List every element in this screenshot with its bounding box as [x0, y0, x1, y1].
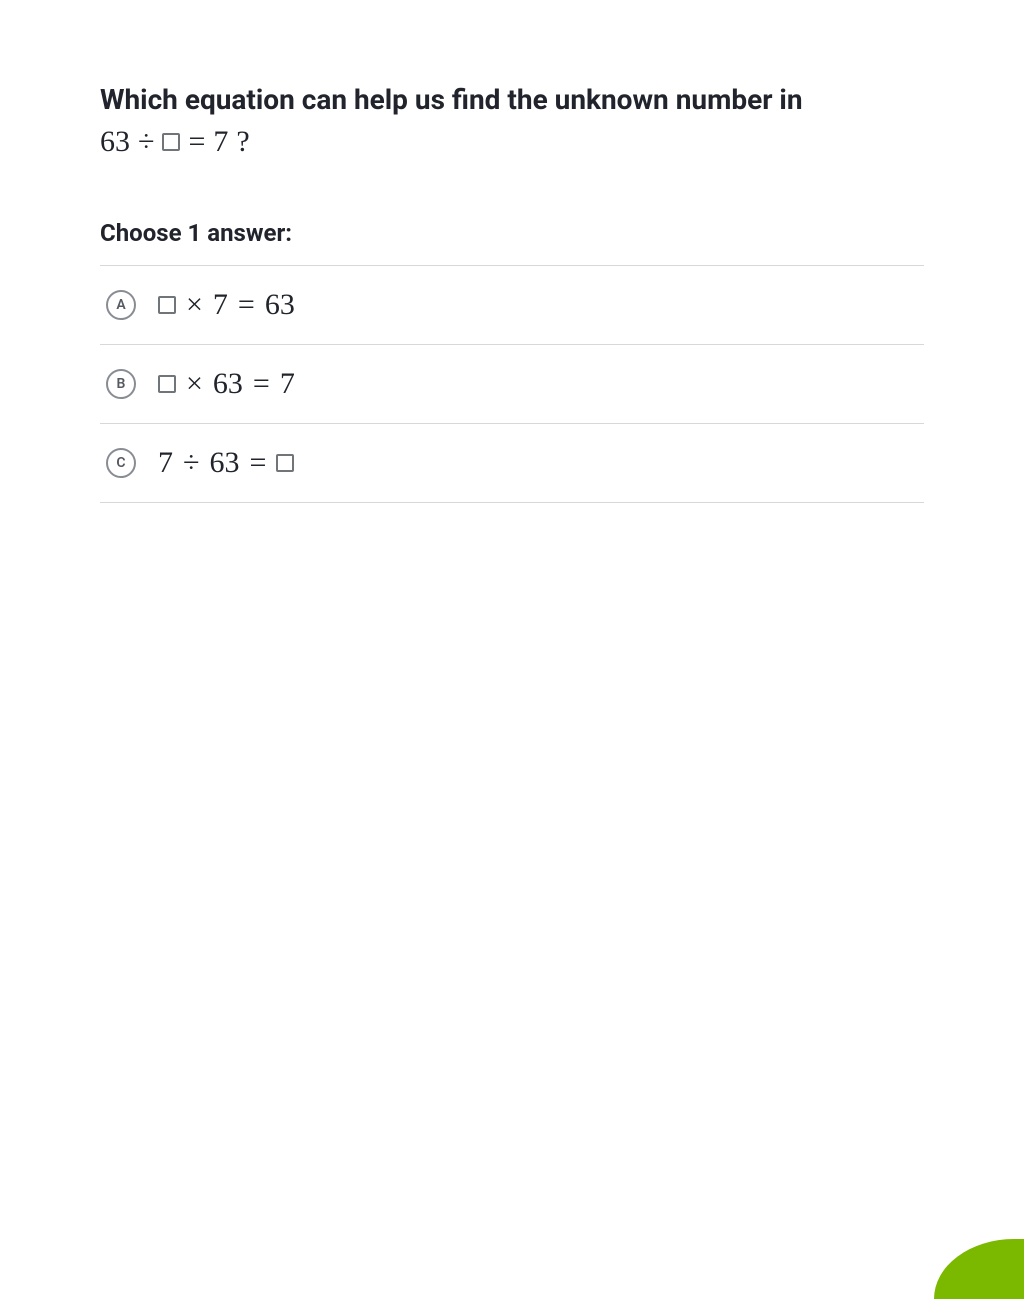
- radio-letter-c: C: [116, 455, 125, 471]
- answer-list: A × 7 = 63 B × 63 = 7 C: [100, 265, 924, 503]
- answer-a-math: × 7 = 63: [158, 288, 295, 322]
- answer-a-num1: 7: [213, 288, 228, 322]
- radio-letter-b: B: [117, 376, 126, 392]
- answer-a-op: ×: [186, 288, 203, 322]
- answer-c-math: 7 ÷ 63 =: [158, 446, 294, 480]
- answer-c-op: ÷: [183, 446, 199, 480]
- radio-c[interactable]: C: [106, 448, 136, 478]
- answer-b-num2: 7: [280, 367, 295, 401]
- unknown-box-icon: [158, 375, 176, 393]
- question-equation: 63 ÷ = 7 ?: [100, 125, 924, 159]
- radio-letter-a: A: [116, 297, 125, 313]
- eq-operator: ÷: [138, 125, 154, 159]
- answer-a-eq: =: [238, 288, 255, 322]
- answer-b-op: ×: [186, 367, 203, 401]
- help-button[interactable]: [934, 1239, 1024, 1299]
- unknown-box-icon: [162, 133, 180, 151]
- eq-lhs: 63: [100, 125, 130, 159]
- answer-c-num1: 63: [209, 446, 239, 480]
- answer-c-eq: =: [249, 446, 266, 480]
- answer-option-b[interactable]: B × 63 = 7: [100, 345, 924, 424]
- radio-b[interactable]: B: [106, 369, 136, 399]
- choose-instruction: Choose 1 answer:: [100, 219, 924, 247]
- radio-a[interactable]: A: [106, 290, 136, 320]
- question-prompt: Which equation can help us find the unkn…: [100, 80, 924, 119]
- eq-rhs: 7: [213, 125, 228, 159]
- question-container: Which equation can help us find the unkn…: [0, 0, 1024, 503]
- answer-b-num1: 63: [213, 367, 243, 401]
- answer-option-a[interactable]: A × 7 = 63: [100, 266, 924, 345]
- eq-qmark: ?: [236, 125, 249, 159]
- answer-c-pre: 7: [158, 446, 173, 480]
- answer-b-eq: =: [253, 367, 270, 401]
- eq-equals: =: [188, 125, 205, 159]
- unknown-box-icon: [158, 296, 176, 314]
- answer-a-num2: 63: [265, 288, 295, 322]
- answer-b-math: × 63 = 7: [158, 367, 295, 401]
- answer-option-c[interactable]: C 7 ÷ 63 =: [100, 424, 924, 503]
- unknown-box-icon: [276, 454, 294, 472]
